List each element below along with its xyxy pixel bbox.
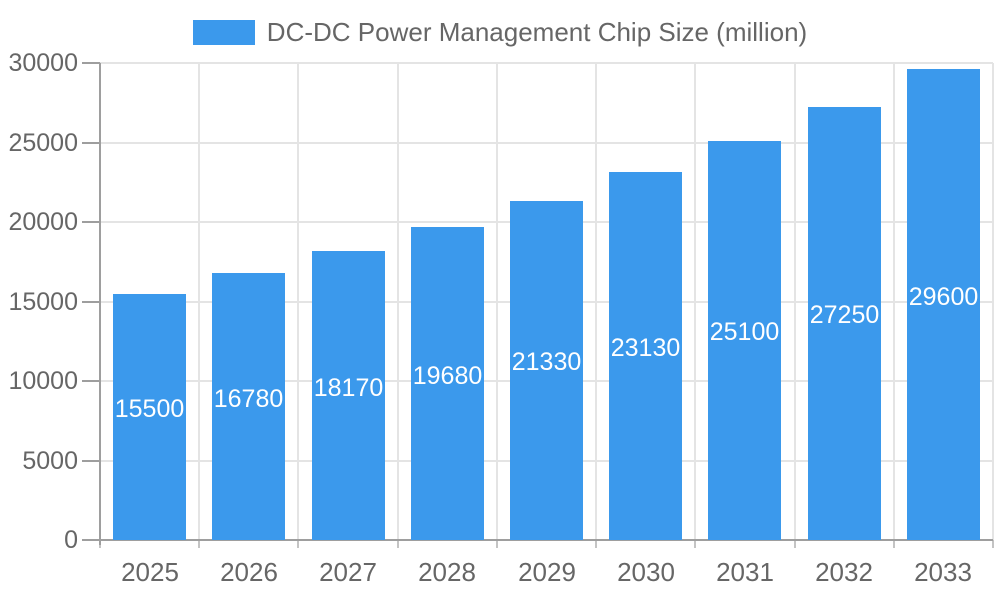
x-tick-label: 2028	[418, 557, 476, 587]
y-tick-label: 25000	[8, 129, 78, 157]
x-tick-label: 2031	[716, 557, 774, 587]
bar[interactable]	[708, 141, 781, 540]
bar-value-label: 16780	[213, 385, 284, 413]
y-tick-label: 30000	[8, 49, 78, 77]
y-tick	[82, 142, 100, 144]
bar[interactable]	[609, 172, 682, 540]
v-gridline	[397, 63, 399, 540]
bar-value-label: 23130	[610, 334, 681, 362]
y-tick	[82, 62, 100, 64]
v-gridline	[794, 63, 796, 540]
h-gridline	[100, 142, 993, 144]
y-axis-line	[99, 63, 101, 545]
v-gridline	[694, 63, 696, 540]
x-tick	[595, 540, 597, 548]
v-gridline	[595, 63, 597, 540]
y-tick	[82, 380, 100, 382]
legend[interactable]: DC-DC Power Management Chip Size (millio…	[0, 17, 1000, 47]
x-tick	[397, 540, 399, 548]
x-tick-label: 2032	[815, 557, 873, 587]
v-gridline	[992, 63, 994, 540]
bar[interactable]	[907, 69, 980, 540]
bar[interactable]	[312, 251, 385, 540]
bar-value-label: 19680	[412, 362, 483, 390]
bar-value-label: 21330	[511, 348, 582, 376]
x-tick	[992, 540, 994, 548]
y-tick-label: 10000	[8, 367, 78, 395]
y-tick	[82, 301, 100, 303]
h-gridline	[100, 62, 993, 64]
bar-value-label: 25100	[709, 318, 780, 346]
x-tick	[893, 540, 895, 548]
x-axis-line	[82, 539, 993, 541]
x-tick	[496, 540, 498, 548]
v-gridline	[893, 63, 895, 540]
bar[interactable]	[113, 294, 186, 540]
legend-swatch	[192, 19, 255, 45]
bar[interactable]	[411, 227, 484, 540]
x-tick-label: 2026	[220, 557, 278, 587]
y-tick	[82, 460, 100, 462]
bar-value-label: 27250	[809, 301, 880, 329]
x-tick	[297, 540, 299, 548]
y-tick-label: 15000	[8, 288, 78, 316]
x-tick	[694, 540, 696, 548]
bar[interactable]	[510, 201, 583, 540]
bar-value-label: 18170	[313, 374, 384, 402]
x-tick-label: 2025	[121, 557, 179, 587]
v-gridline	[297, 63, 299, 540]
y-tick-label: 20000	[8, 208, 78, 236]
x-tick-label: 2029	[518, 557, 576, 587]
v-gridline	[198, 63, 200, 540]
bar[interactable]	[212, 273, 285, 540]
legend-label: DC-DC Power Management Chip Size (millio…	[266, 16, 808, 47]
x-tick	[198, 540, 200, 548]
y-tick-label: 5000	[22, 447, 78, 475]
bar-value-label: 29600	[908, 283, 979, 311]
y-tick-label: 0	[64, 526, 78, 554]
x-tick-label: 2033	[914, 557, 972, 587]
bar-value-label: 15500	[114, 395, 185, 423]
x-tick-label: 2027	[319, 557, 377, 587]
x-tick	[794, 540, 796, 548]
v-gridline	[496, 63, 498, 540]
y-tick	[82, 221, 100, 223]
x-tick-label: 2030	[617, 557, 675, 587]
bar[interactable]	[808, 107, 881, 540]
